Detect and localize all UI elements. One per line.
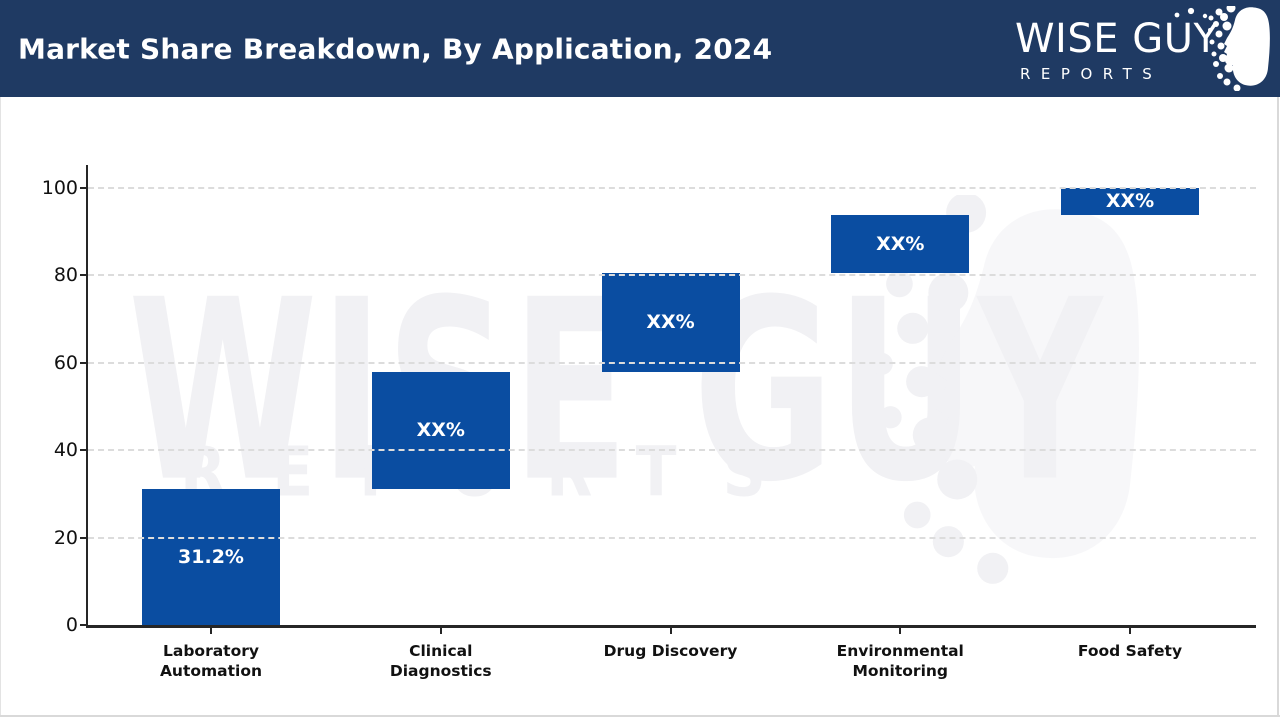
x-category-label: Drug Discovery [603, 642, 738, 660]
frame-left-border [0, 97, 1, 717]
x-tick [899, 627, 902, 634]
bar: XX% [371, 371, 510, 489]
grid-line [88, 536, 1256, 539]
grid-line [88, 274, 1256, 276]
y-tick-label: 80 [53, 264, 78, 286]
y-tick [80, 624, 88, 626]
x-category-label: Clinical Diagnostics [389, 642, 492, 681]
grid-line [88, 186, 1256, 189]
bar-value-label: XX% [416, 419, 465, 442]
bar-value-label: XX% [646, 311, 695, 334]
y-tick [80, 449, 88, 451]
frame-bottom-border [0, 715, 1280, 717]
logo-subtext: REPORTS [1020, 65, 1162, 83]
grid-line [88, 361, 1256, 364]
x-axis [86, 625, 1256, 628]
bar: 31.2% [142, 488, 280, 625]
logo-wordmark: WISE GUY [1015, 16, 1219, 62]
y-tick [80, 186, 88, 189]
y-tick-label: 0 [65, 614, 78, 636]
bar-value-label: XX% [876, 232, 925, 255]
y-axis [86, 165, 88, 627]
y-tick-label: 40 [53, 439, 78, 461]
bar: XX% [601, 272, 740, 372]
page-title: Market Share Breakdown, By Application, … [18, 32, 773, 65]
bar-value-label: XX% [1105, 190, 1155, 213]
x-category-label: Environmental Monitoring [836, 642, 964, 681]
x-tick [210, 627, 212, 634]
x-tick [669, 627, 672, 634]
bar-value-label: 31.2% [178, 545, 244, 568]
logo-face-icon [1208, 6, 1270, 91]
wiseguy-logo: WISE GUY REPORTS [1015, 6, 1270, 91]
x-category-label: Food Safety [1077, 642, 1183, 660]
y-tick-label: 60 [53, 351, 78, 374]
x-tick [439, 627, 442, 634]
x-category-label: Laboratory Automation [159, 642, 263, 681]
y-tick [80, 361, 88, 364]
header: Market Share Breakdown, By Application, … [0, 0, 1280, 97]
y-tick-label: 100 [41, 176, 78, 199]
x-tick [1129, 627, 1131, 634]
y-tick [80, 274, 88, 276]
y-tick [80, 536, 88, 539]
bar: XX% [1061, 187, 1199, 215]
y-tick-label: 20 [53, 526, 78, 549]
frame-right-border [1277, 97, 1279, 717]
bar: XX% [831, 214, 970, 273]
grid-line [88, 449, 1256, 451]
